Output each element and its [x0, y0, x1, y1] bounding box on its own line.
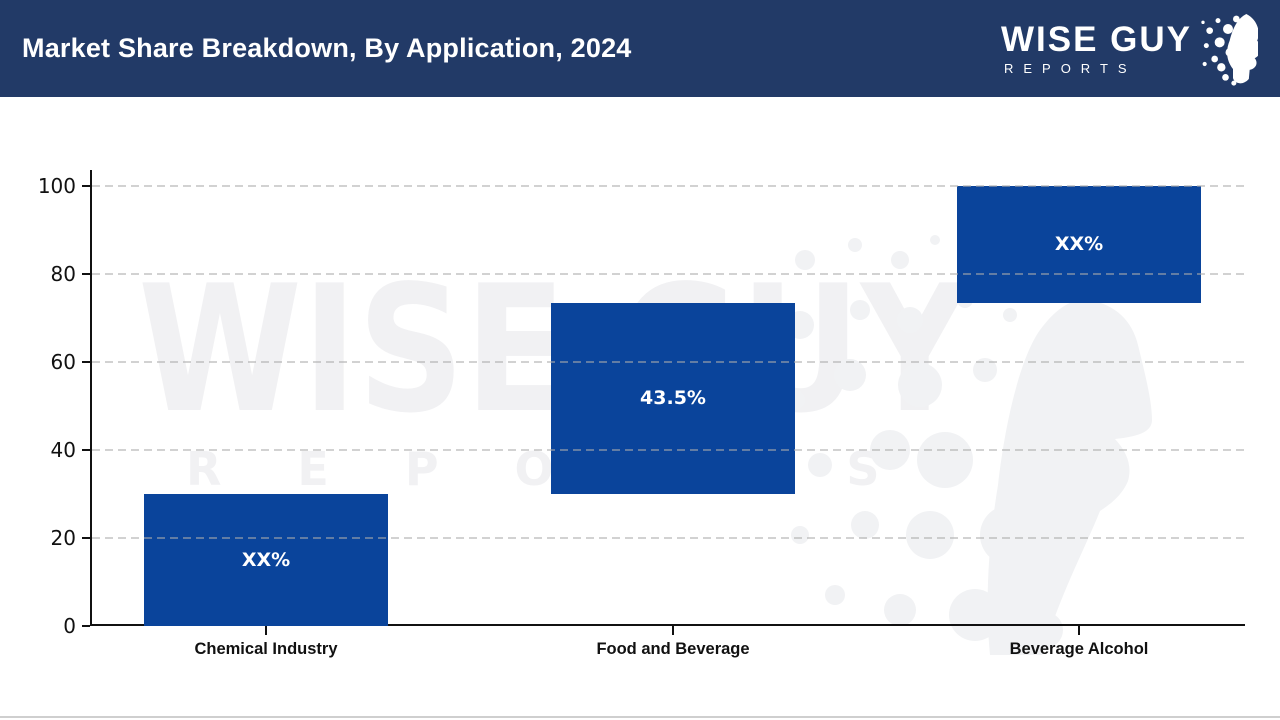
bar-value-label: 43.5% [640, 387, 706, 410]
gridline-100 [92, 185, 1247, 187]
y-axis-label: 80 [50, 262, 76, 286]
x-axis-label: Chemical Industry [194, 640, 338, 658]
wise-guy-reports-logo: WISE GUY REPORTS [1001, 8, 1258, 90]
bar-value-label: XX% [241, 549, 291, 571]
y-tick [82, 449, 90, 451]
header-bar: Market Share Breakdown, By Application, … [0, 0, 1280, 97]
bar-1: 43.5% [551, 302, 795, 494]
bar-value-label: XX% [1054, 233, 1104, 256]
y-tick [82, 273, 90, 275]
bar-0: XX% [144, 494, 388, 626]
y-axis-label: 60 [50, 350, 76, 374]
y-tick [82, 625, 90, 627]
gridline-60 [92, 361, 1247, 363]
bottom-divider [0, 716, 1280, 718]
y-axis-label: 100 [37, 174, 76, 198]
gridline-40 [92, 449, 1247, 451]
y-tick [82, 185, 90, 187]
logo-text: WISE GUY REPORTS [1001, 22, 1192, 76]
x-axis-label: Beverage Alcohol [1009, 640, 1149, 658]
logo-face-icon [1201, 13, 1258, 86]
y-axis-label: 0 [63, 614, 76, 638]
bar-2: XX% [957, 186, 1201, 303]
gridline-80 [92, 273, 1247, 275]
logo-subtitle: REPORTS [1003, 60, 1137, 76]
y-axis-label: 20 [50, 526, 76, 550]
x-tick [1078, 626, 1080, 635]
gridline-20 [92, 537, 1247, 539]
plot-area: XX% Chemical Industry 43.5% Food and Bevera… [38, 170, 1247, 658]
chart-title: Market Share Breakdown, By Application, … [22, 33, 632, 63]
y-tick [82, 537, 90, 539]
x-axis-label: Food and Beverage [596, 640, 750, 658]
x-tick [265, 626, 267, 635]
y-axis-label: 40 [50, 438, 76, 462]
logo-wordmark: WISE GUY [1000, 19, 1192, 59]
x-tick [672, 626, 674, 635]
y-tick [82, 361, 90, 363]
